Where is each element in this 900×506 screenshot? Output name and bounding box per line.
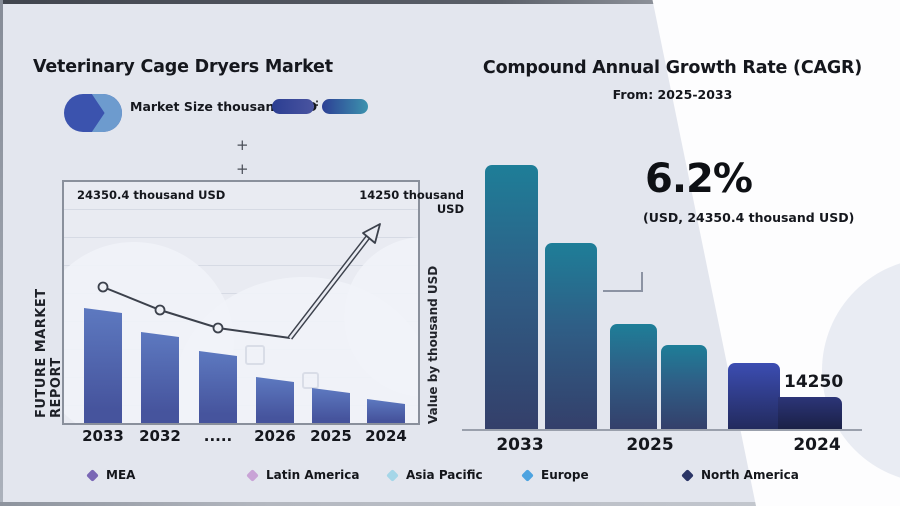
future-market-report-watermark: FUTURE MARKET REPORT <box>34 288 64 418</box>
annotation-2033-value: 24350.4 thousand USD <box>77 188 226 202</box>
pill-decoration-right <box>322 99 368 114</box>
market-size-legend-label: Market Size thousand USD <box>130 99 318 114</box>
cylinder-facet <box>91 94 122 132</box>
x-label-2024: 2024 <box>793 435 841 455</box>
ghost-document-icon <box>245 345 265 365</box>
bar-2032 <box>141 332 179 423</box>
line-marker <box>212 322 224 334</box>
frame-bottom-edge <box>0 502 900 506</box>
plus-mark-top: + <box>236 136 249 154</box>
plus-mark-bottom: + <box>236 160 249 178</box>
cagr-bar-2024-secondary <box>778 397 842 430</box>
x-label-2033: 2033 <box>82 427 124 445</box>
cagr-bar-2033-primary <box>485 165 538 430</box>
legend-label: Latin America <box>266 468 360 482</box>
bar-2026 <box>256 377 294 423</box>
bar-2033 <box>84 308 122 423</box>
left-chart-title: Veterinary Cage Dryers Market <box>33 57 333 77</box>
right-chart-y-axis-label: Value by thousand USD <box>426 265 440 424</box>
x-label-2024: 2024 <box>365 427 407 445</box>
legend-item-mea: MEA <box>86 468 136 482</box>
right-chart-title: Compound Annual Growth Rate (CAGR) <box>482 58 863 78</box>
cagr-bar-2025-secondary <box>661 345 707 430</box>
trend-line-arrow <box>97 223 381 340</box>
cagr-note: (USD, 24350.4 thousand USD) <box>643 210 855 225</box>
diamond-icon <box>386 468 399 482</box>
x-label-ellipsis: ..... <box>203 427 233 445</box>
cagr-bar-2024-primary <box>728 363 780 430</box>
x-label-2025: 2025 <box>310 427 352 445</box>
diamond-icon <box>246 468 259 482</box>
diamond-icon <box>521 468 534 482</box>
x-label-2026: 2026 <box>254 427 296 445</box>
legend-label: North America <box>701 468 799 482</box>
annotation-2024-value: 14250 thousand USD <box>359 188 464 216</box>
legend-item-latin-america: Latin America <box>246 468 360 482</box>
pill-separator: : <box>315 98 319 109</box>
diamond-icon <box>681 468 694 482</box>
x-label-2032: 2032 <box>139 427 181 445</box>
right-chart-baseline <box>462 429 862 431</box>
legend-item-asia-pacific: Asia Pacific <box>386 468 483 482</box>
ghost-document-icon <box>302 372 319 389</box>
cagr-percentage: 6.2% <box>645 156 753 202</box>
legend-item-north-america: North America <box>681 468 799 482</box>
cylinder-icon <box>64 94 122 132</box>
right-chart-subtitle: From: 2025-2033 <box>612 87 733 102</box>
diamond-icon <box>86 468 99 482</box>
legend-label: Europe <box>541 468 589 482</box>
pill-decoration-left <box>272 99 314 114</box>
cagr-bar-2033-secondary <box>545 243 597 430</box>
bar-value-14250: 14250 <box>784 372 844 392</box>
legend-item-europe: Europe <box>521 468 589 482</box>
cagr-bar-2025-primary <box>610 324 657 430</box>
frame-top-edge <box>0 0 900 4</box>
arrowhead-icon <box>362 223 381 244</box>
left-bar-chart-panel <box>62 180 420 425</box>
bar-ellipsis <box>199 351 237 423</box>
line-marker <box>154 304 166 316</box>
corner-bracket-decoration <box>641 272 643 292</box>
corner-bracket-decoration <box>603 290 643 292</box>
bar-2025 <box>312 388 350 423</box>
frame-left-edge <box>0 0 3 506</box>
x-label-2033: 2033 <box>496 435 544 455</box>
legend-label: Asia Pacific <box>406 468 483 482</box>
x-label-2025: 2025 <box>626 435 674 455</box>
line-marker <box>97 281 109 293</box>
legend-label: MEA <box>106 468 136 482</box>
